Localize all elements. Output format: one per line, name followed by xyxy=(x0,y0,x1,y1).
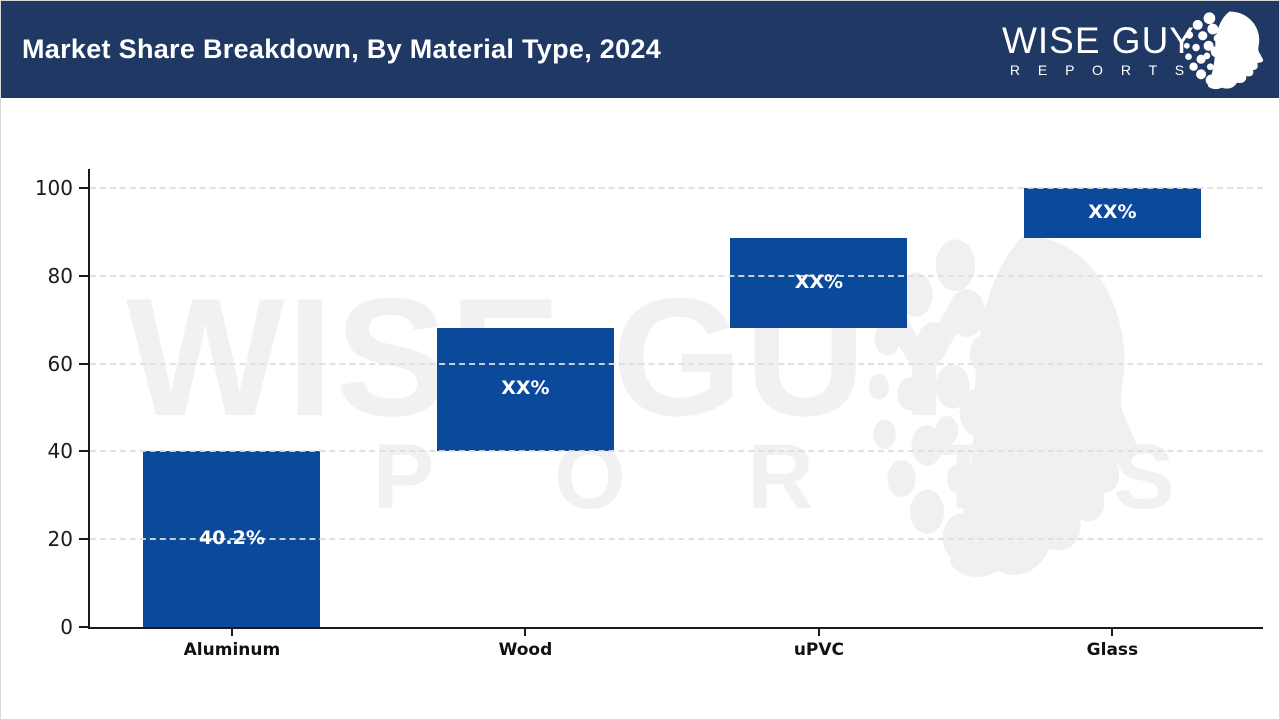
y-tick-label-0: 0 xyxy=(60,615,73,639)
y-tickmark-80 xyxy=(79,274,88,277)
y-gridline-60 xyxy=(90,362,1263,365)
brand-logo: WISE GUY R E P O R T S xyxy=(1002,6,1279,94)
x-tickmark-aluminum xyxy=(230,628,233,636)
y-tick-label-60: 60 xyxy=(47,351,73,376)
brand-head-icon xyxy=(1183,11,1264,89)
y-gridline-20 xyxy=(90,538,1263,541)
bar-value-label: 40.2% xyxy=(198,526,265,549)
y-axis-line xyxy=(87,169,90,629)
bar-glass xyxy=(1023,188,1201,239)
brand-subname: R E P O R T S xyxy=(1009,61,1192,78)
x-tickmark-upvc xyxy=(817,628,820,636)
y-tickmark-0 xyxy=(79,626,88,628)
x-tick-label-upvc: uPVC xyxy=(793,640,845,660)
brand-name: WISE GUY xyxy=(1001,19,1195,61)
bar-value-label: XX% xyxy=(501,377,550,400)
brand-logo-text: WISE GUY R E P O R T S xyxy=(1002,22,1195,78)
x-tick-label-wood: Wood xyxy=(498,640,553,660)
y-tick-label-100: 100 xyxy=(34,176,73,200)
x-tick-label-glass: Glass xyxy=(1086,640,1139,660)
x-tickmark-wood xyxy=(524,628,527,636)
bar-value-label: XX% xyxy=(794,270,844,293)
bar-upvc xyxy=(730,238,908,328)
y-gridline-40 xyxy=(90,450,1263,453)
bar-value-label: XX% xyxy=(1088,201,1137,224)
header-bar: Market Share Breakdown, By Material Type… xyxy=(1,1,1279,98)
bar-wood xyxy=(436,327,614,451)
y-tick-label-80: 80 xyxy=(47,263,73,288)
y-tick-label-20: 20 xyxy=(47,527,73,552)
y-gridline-80 xyxy=(90,274,1263,277)
y-tickmark-20 xyxy=(79,538,88,541)
x-tickmark-glass xyxy=(1111,628,1114,636)
y-tick-label-40: 40 xyxy=(47,439,73,464)
y-tickmark-100 xyxy=(79,187,88,189)
y-tickmark-60 xyxy=(79,362,88,365)
x-axis-line xyxy=(87,626,1263,629)
x-tick-label-aluminum: Aluminum xyxy=(183,640,281,660)
y-tickmark-40 xyxy=(79,450,88,453)
y-gridline-100 xyxy=(90,187,1263,189)
page-title: Market Share Breakdown, By Material Type… xyxy=(22,34,662,64)
